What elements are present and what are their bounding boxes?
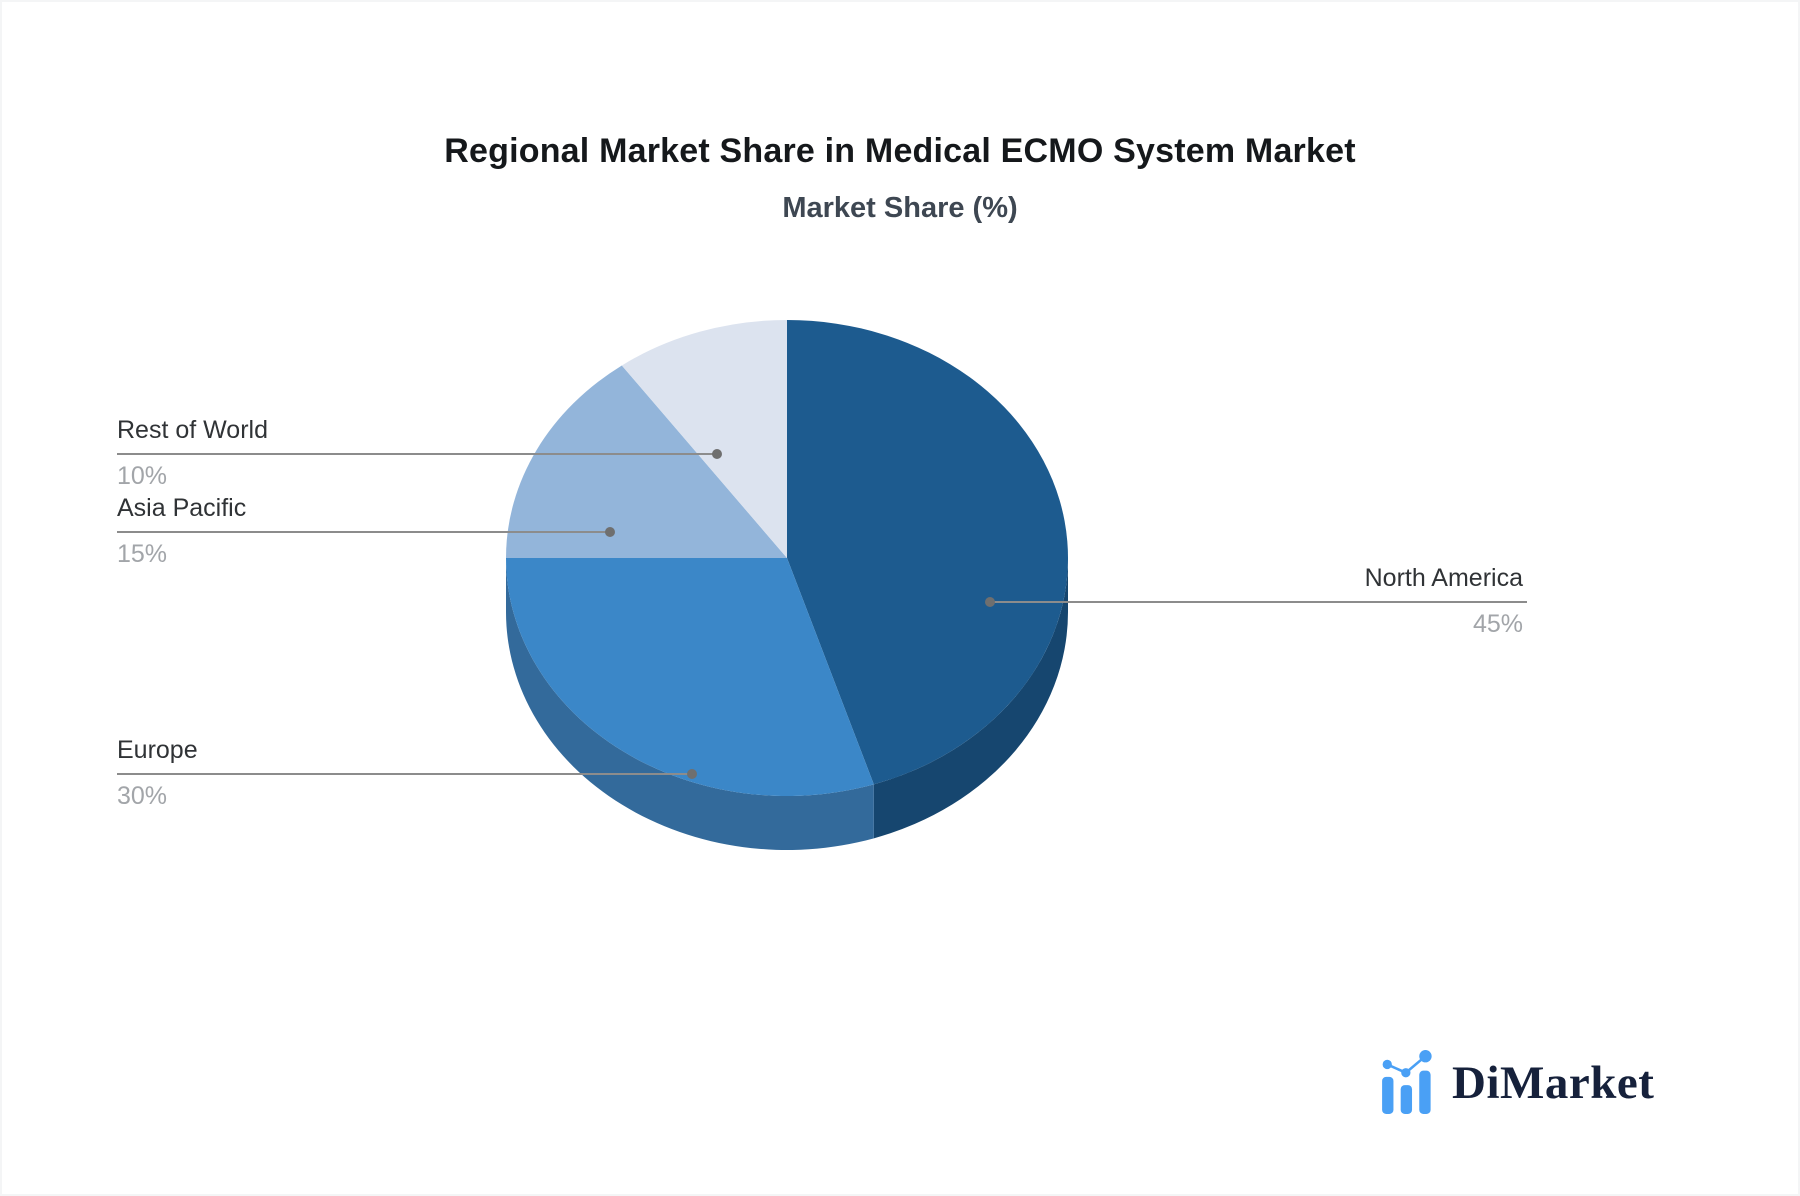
label-connector-asia-pacific — [117, 527, 615, 537]
slice-label-asia-pacific: Asia Pacific — [117, 494, 247, 522]
slice-value-rest-of-world: 10% — [117, 462, 168, 490]
slice-label-rest-of-world: Rest of World — [117, 416, 268, 444]
slice-label-europe: Europe — [117, 736, 198, 764]
pie-slice-rest-of-world[interactable] — [621, 320, 787, 558]
slice-value-asia-pacific: 15% — [117, 540, 168, 568]
pie-slice-north-america[interactable] — [787, 320, 1069, 785]
chart-subtitle: Market Share (%) — [782, 192, 1018, 224]
slice-value-north-america: 45% — [1472, 610, 1523, 638]
bar-line-chart-icon — [1382, 1050, 1432, 1114]
label-connector-europe — [117, 769, 697, 779]
pie-slice-side-north-america — [873, 558, 1068, 839]
label-connector-north-america — [985, 597, 1527, 607]
slice-value-europe: 30% — [117, 782, 168, 810]
pie-slice-asia-pacific[interactable] — [506, 365, 787, 558]
chart-title: Regional Market Share in Medical ECMO Sy… — [444, 132, 1356, 170]
slice-label-north-america: North America — [1364, 564, 1523, 592]
label-connector-rest-of-world — [117, 449, 722, 459]
dimarket-logo-text: DiMarket — [1452, 1057, 1655, 1109]
pie-slice-europe[interactable] — [505, 558, 874, 796]
pie-slice-side-europe — [505, 558, 874, 850]
dimarket-logo: DiMarket — [1380, 1044, 1654, 1114]
